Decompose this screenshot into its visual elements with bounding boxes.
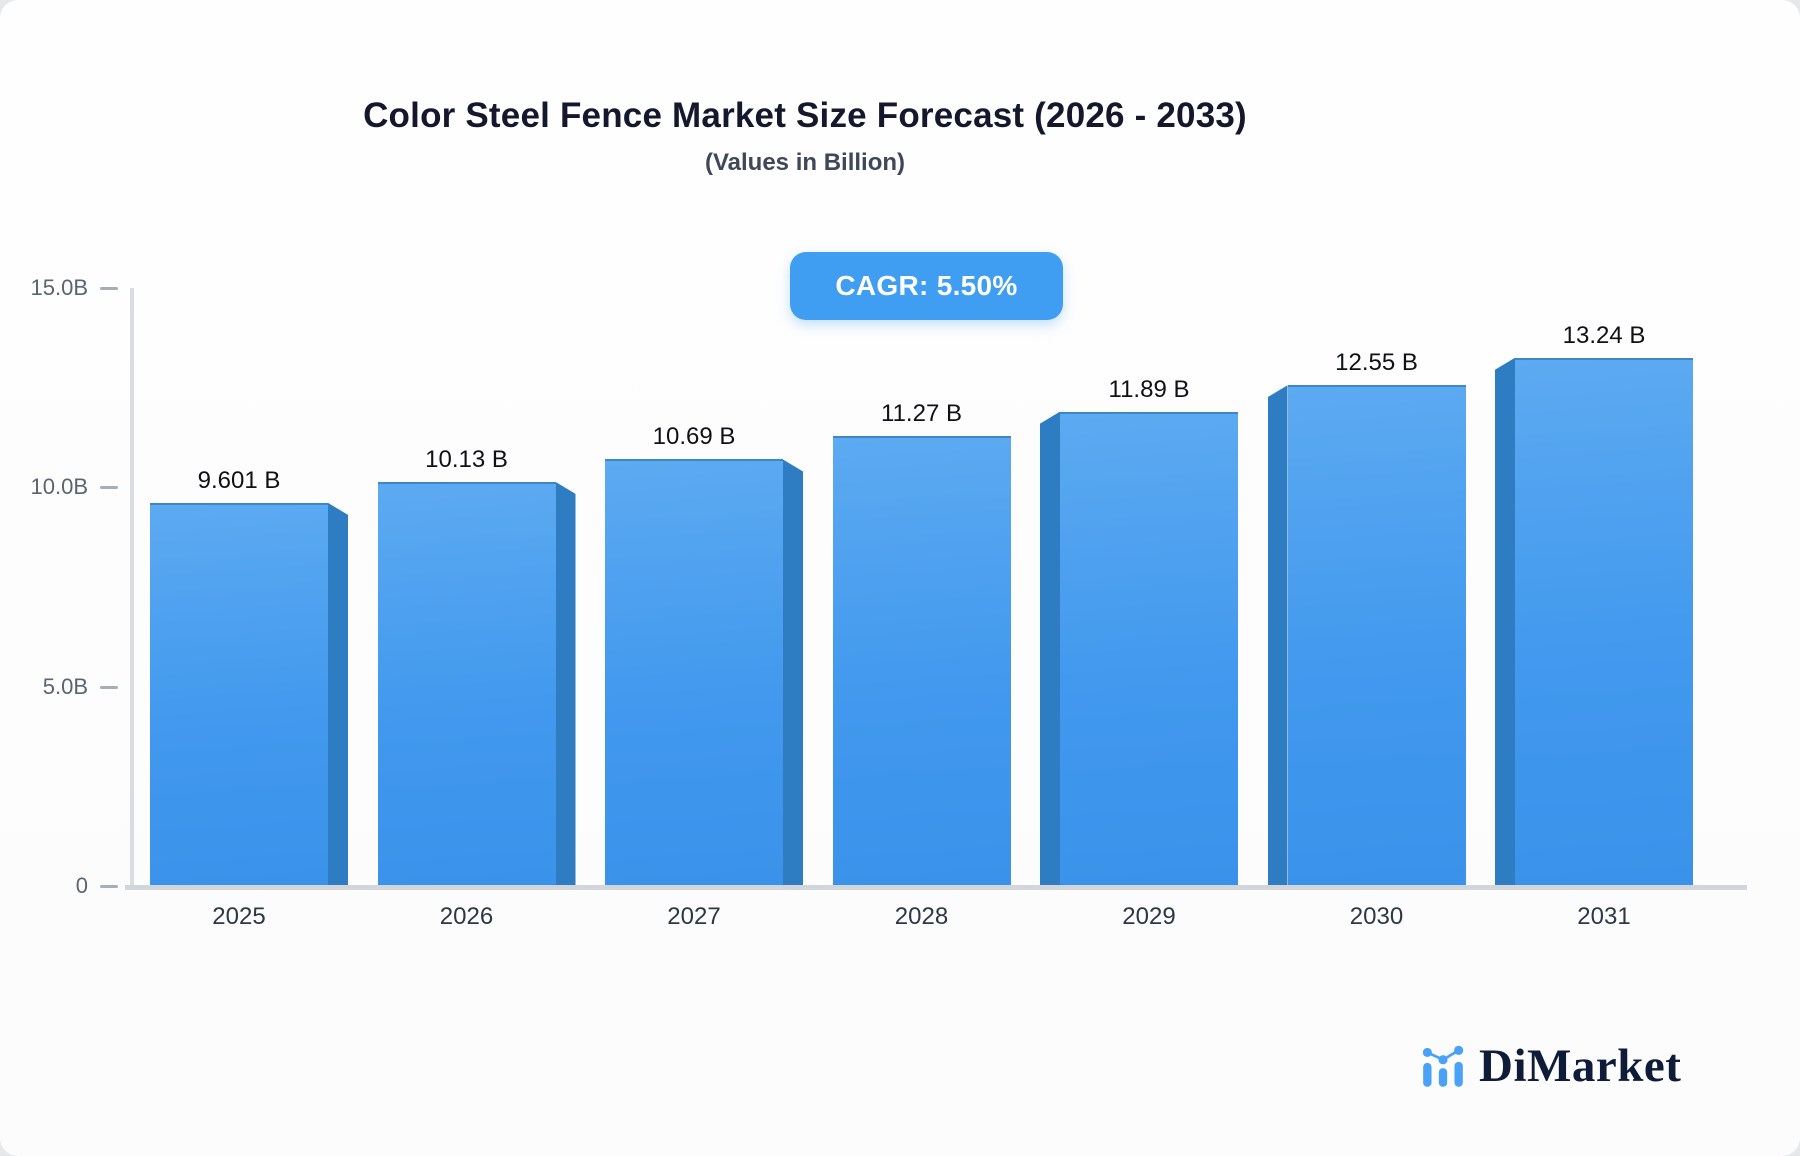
bar-value-label-2029: 11.89 B <box>1108 375 1190 403</box>
x-axis-label-2028: 2028 <box>894 903 949 930</box>
chart-subtitle: (Values in Billion) <box>704 149 906 176</box>
bar-2031 <box>1515 357 1693 886</box>
cagr-badge-label: CAGR: 5.50% <box>835 270 1018 301</box>
y-tick-mark-10.0B <box>100 486 118 489</box>
bar-value-label-2026: 10.13 B <box>425 445 508 473</box>
y-tick-label-0: 0 <box>75 873 88 898</box>
y-tick-label-15.0B: 15.0B <box>30 274 89 300</box>
x-axis-label-2026: 2026 <box>439 903 494 930</box>
bar-value-label-2028: 11.27 B <box>881 400 962 428</box>
bar-chart-logo-icon <box>1422 1045 1464 1087</box>
y-tick-mark-0 <box>100 885 118 888</box>
bar-2028 <box>832 436 1011 886</box>
x-axis-label-2027: 2027 <box>667 903 721 930</box>
bar-value-label-2031: 13.24 B <box>1562 321 1646 349</box>
chart-title: Color Steel Fence Market Size Forecast (… <box>363 96 1247 135</box>
brand-logo: DiMarket <box>1420 1038 1681 1094</box>
bar-value-label-2027: 10.69 B <box>652 423 736 451</box>
bar-2030 <box>1287 385 1466 886</box>
bar-side-2031 <box>1495 357 1515 886</box>
bar-side-2030 <box>1267 385 1288 886</box>
bar-2026 <box>377 481 556 886</box>
y-tick-mark-5.0B <box>100 685 118 689</box>
brand-logo-text: DiMarket <box>1479 1040 1682 1092</box>
cagr-badge: CAGR: 5.50% <box>790 252 1063 320</box>
x-axis-label-2029: 2029 <box>1122 903 1176 930</box>
y-tick-label-5.0B: 5.0B <box>42 673 88 699</box>
bar-side-2025 <box>328 502 348 886</box>
x-axis-baseline <box>125 885 1747 890</box>
x-axis-label-2030: 2030 <box>1349 903 1404 930</box>
bar-side-2029 <box>1040 411 1060 886</box>
bar-2027 <box>605 459 783 886</box>
bar-2029 <box>1060 411 1238 886</box>
x-axis-label-2031: 2031 <box>1577 903 1631 930</box>
bar-side-2027 <box>783 459 803 886</box>
x-axis-label-2025: 2025 <box>212 903 266 930</box>
y-tick-mark-15.0B <box>100 286 118 290</box>
bar-2025 <box>150 502 328 886</box>
bar-value-label-2025: 9.601 B <box>197 466 281 494</box>
y-axis-line <box>130 288 134 889</box>
bar-value-label-2030: 12.55 B <box>1335 349 1418 377</box>
y-tick-label-10.0B: 10.0B <box>30 474 89 499</box>
bar-side-2026 <box>555 481 576 886</box>
